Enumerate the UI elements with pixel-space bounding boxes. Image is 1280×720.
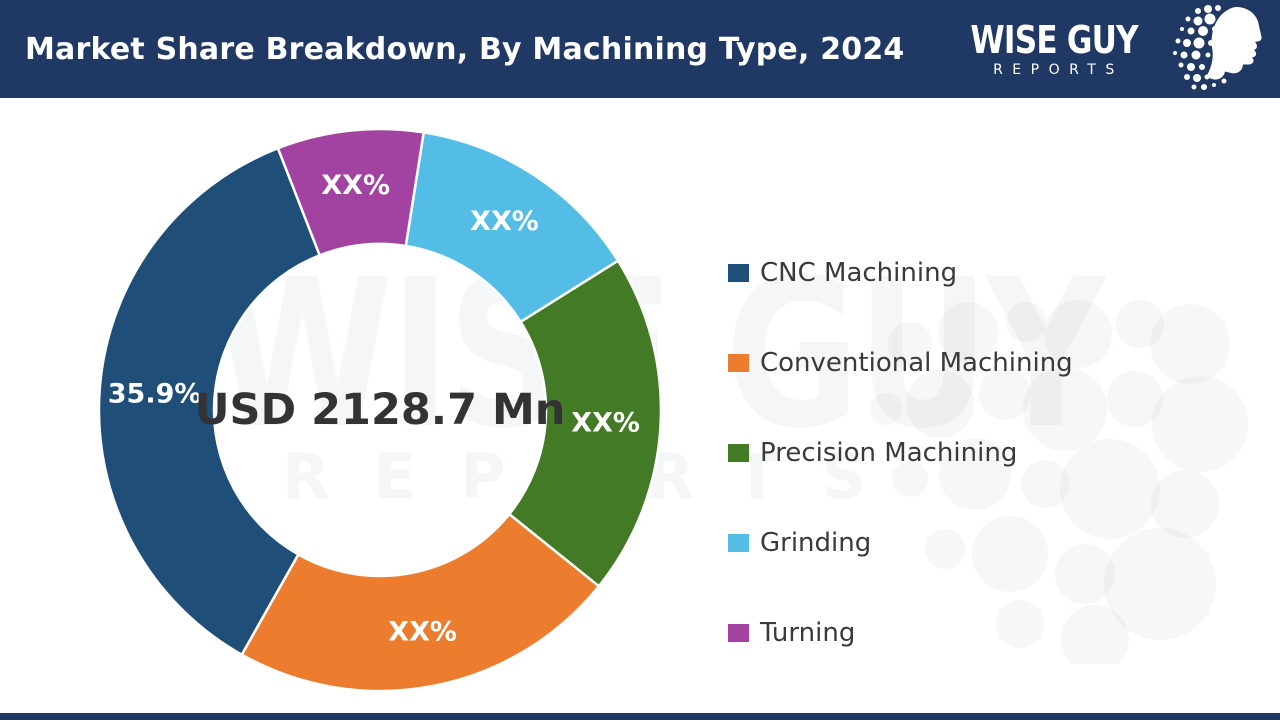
brand-name: WISE GUY — [970, 17, 1138, 62]
brand-text: WISE GUY REPORTS — [952, 21, 1156, 78]
page-title: Market Share Breakdown, By Machining Typ… — [25, 31, 905, 67]
legend-label-grinding: Grinding — [760, 528, 872, 558]
legend-item-turning: Turning — [728, 615, 1073, 651]
brand-subtitle: REPORTS — [993, 61, 1124, 78]
legend-item-precision-machining: Precision Machining — [728, 435, 1073, 471]
brand-logo: WISE GUY REPORTS — [952, 5, 1262, 93]
legend-item-cnc-machining: CNC Machining — [728, 255, 1073, 291]
legend-label-conventional-machining: Conventional Machining — [760, 348, 1073, 378]
legend-swatch-cnc-machining — [728, 264, 749, 282]
donut-center-value: USD 2128.7 Mn — [195, 385, 566, 435]
donut-slice-conventional-machining — [240, 512, 601, 693]
legend-swatch-turning — [728, 624, 749, 642]
legend-swatch-grinding — [728, 534, 749, 552]
legend-item-conventional-machining: Conventional Machining — [728, 345, 1073, 381]
slice-label-grinding: XX% — [470, 206, 539, 237]
legend-label-turning: Turning — [760, 618, 856, 648]
brand-face-icon — [1173, 5, 1262, 90]
legend-swatch-precision-machining — [728, 444, 749, 462]
donut-slice-cnc-machining — [97, 146, 321, 656]
donut-chart: 35.9% XX% XX% XX% XX% USD 2128.7 Mn — [97, 127, 663, 693]
donut-slice-labels: 35.9% XX% XX% XX% XX% — [108, 170, 640, 648]
legend: CNC Machining Conventional Machining Preci… — [728, 255, 1073, 705]
chart-area: WISE GUY REPORTS 35.9%XX%XX%XX%XX% USD 2… — [0, 98, 1280, 720]
legend-label-precision-machining: Precision Machining — [760, 438, 1018, 468]
donut-slices — [97, 127, 663, 693]
legend-label-cnc-machining: CNC Machining — [760, 258, 958, 288]
legend-item-grinding: Grinding — [728, 525, 1073, 561]
header: Market Share Breakdown, By Machining Typ… — [0, 0, 1280, 98]
slice-label-cnc-machining: 35.9% — [108, 378, 202, 409]
footer-bar — [0, 713, 1280, 720]
legend-swatch-conventional-machining — [728, 354, 749, 372]
donut-slice-turning — [276, 127, 425, 257]
slice-label-turning: XX% — [321, 170, 390, 201]
slice-label-precision-machining: XX% — [571, 408, 640, 439]
slice-label-conventional-machining: XX% — [388, 617, 457, 648]
donut-slice-precision-machining — [508, 259, 663, 588]
